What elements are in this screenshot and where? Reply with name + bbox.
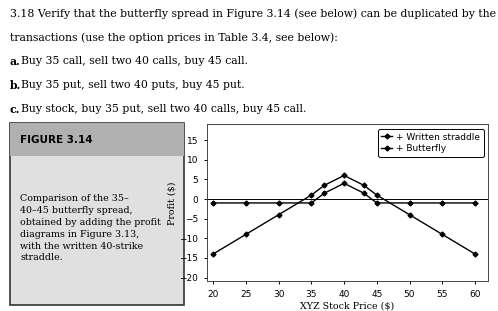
Text: a.: a. (10, 56, 21, 67)
+ Written straddle (406, 213, 412, 216)
Text: Buy 35 put, sell two 40 puts, buy 45 put.: Buy 35 put, sell two 40 puts, buy 45 put… (20, 80, 244, 90)
Bar (10, 123, 184, 156)
+ Written straddle (472, 252, 478, 256)
+ Butterfly (210, 201, 216, 205)
Line: + Written straddle: + Written straddle (212, 174, 477, 256)
+ Written straddle (322, 183, 328, 187)
+ Written straddle (341, 174, 347, 177)
Line: + Butterfly: + Butterfly (212, 182, 477, 205)
+ Written straddle (439, 232, 445, 236)
+ Butterfly (374, 201, 380, 205)
+ Butterfly (439, 201, 445, 205)
Legend: + Written straddle, + Butterfly: + Written straddle, + Butterfly (378, 129, 484, 157)
X-axis label: XYZ Stock Price ($): XYZ Stock Price ($) (300, 302, 394, 311)
+ Butterfly (276, 201, 282, 205)
+ Butterfly (322, 191, 328, 195)
+ Written straddle (374, 193, 380, 197)
Text: transactions (use the option prices in Table 3.4, see below):: transactions (use the option prices in T… (10, 32, 338, 43)
+ Written straddle (361, 183, 367, 187)
Text: Buy 35 call, sell two 40 calls, buy 45 call.: Buy 35 call, sell two 40 calls, buy 45 c… (20, 56, 248, 66)
+ Butterfly (361, 191, 367, 195)
+ Butterfly (308, 201, 314, 205)
Text: Comparison of the 35–
40–45 butterfly spread,
obtained by adding the profit
diag: Comparison of the 35– 40–45 butterfly sp… (20, 194, 161, 262)
+ Butterfly (472, 201, 478, 205)
Text: FIGURE 3.14: FIGURE 3.14 (20, 135, 93, 145)
Text: 3.18 Verify that the butterfly spread in Figure 3.14 (see below) can be duplicat: 3.18 Verify that the butterfly spread in… (10, 8, 498, 19)
+ Butterfly (406, 201, 412, 205)
+ Written straddle (276, 213, 282, 216)
Text: Buy stock, buy 35 put, sell two 40 calls, buy 45 call.: Buy stock, buy 35 put, sell two 40 calls… (20, 104, 306, 114)
Text: c.: c. (10, 104, 20, 115)
Text: b.: b. (10, 80, 21, 91)
+ Written straddle (210, 252, 216, 256)
+ Written straddle (308, 193, 314, 197)
Y-axis label: Profit ($): Profit ($) (167, 181, 177, 225)
+ Butterfly (341, 181, 347, 185)
+ Butterfly (243, 201, 249, 205)
+ Written straddle (243, 232, 249, 236)
